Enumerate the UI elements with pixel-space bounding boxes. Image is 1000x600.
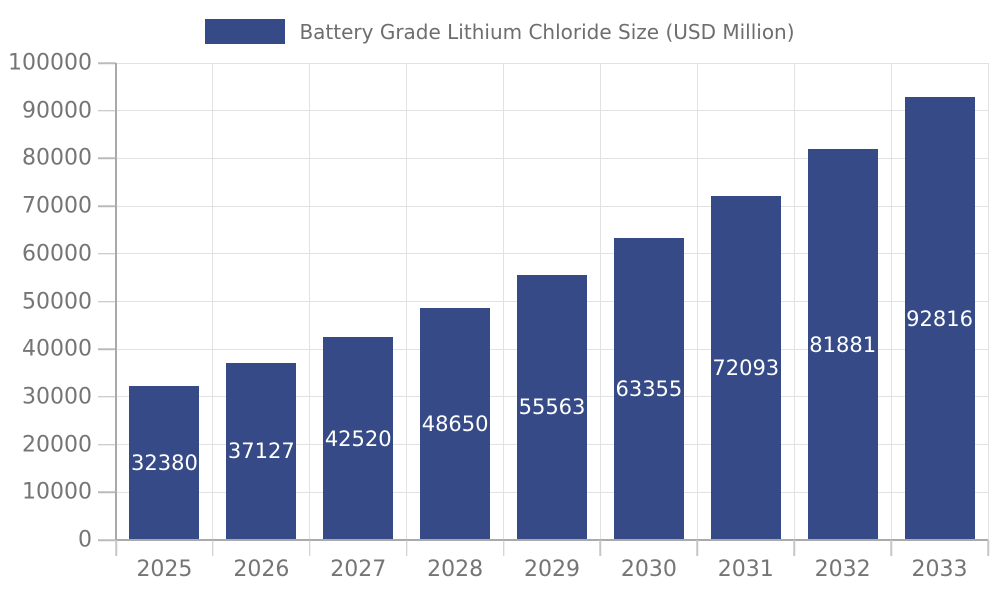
bar-2029[interactable]: 55563 <box>517 274 587 540</box>
bar-value-label-2025: 32380 <box>131 450 198 475</box>
y-tick-mark-30000 <box>98 396 116 398</box>
bar-2030[interactable]: 63355 <box>613 237 684 540</box>
y-tick-label-10000: 10000 <box>22 479 92 505</box>
x-tick-label-2033: 2033 <box>911 557 968 582</box>
y-tick-label-30000: 30000 <box>22 384 92 410</box>
h-gridline-80000 <box>116 157 988 159</box>
y-tick-mark-10000 <box>98 491 116 494</box>
v-gridline-7 <box>793 63 795 540</box>
v-gridline-2 <box>309 63 311 540</box>
plot-area: 32380 37127 42520 48650 55563 63355 72093 81881… <box>116 62 989 540</box>
y-tick-mark-20000 <box>98 443 116 446</box>
x-tick-mark-2 <box>309 540 311 556</box>
y-tick-label-90000: 90000 <box>22 98 92 124</box>
y-tick-mark-80000 <box>98 157 116 160</box>
x-tick-label-2026: 2026 <box>233 557 290 582</box>
x-tick-mark-3 <box>405 540 408 556</box>
y-axis: 0 10000 20000 30000 40000 50000 60000 70000 8000… <box>0 51 116 553</box>
x-tick-mark-9 <box>987 540 989 556</box>
legend-swatch[interactable] <box>205 19 286 44</box>
x-tick-label-2027: 2027 <box>330 557 387 582</box>
legend-label[interactable]: Battery Grade Lithium Chloride Size (USD… <box>299 19 795 44</box>
x-tick-label-2030: 2030 <box>620 557 677 582</box>
bar-2027[interactable]: 42520 <box>323 337 394 540</box>
bar-2026[interactable]: 37127 <box>226 362 297 540</box>
y-tick-mark-50000 <box>98 300 116 303</box>
y-tick-mark-70000 <box>98 205 116 207</box>
bar-value-label-2028: 48650 <box>421 411 489 436</box>
x-tick-label-2031: 2031 <box>717 557 774 582</box>
y-tick-label-100000: 100000 <box>8 50 92 76</box>
bar-value-label-2033: 92816 <box>906 306 973 331</box>
legend[interactable]: Battery Grade Lithium Chloride Size (USD… <box>0 19 1000 44</box>
y-tick-mark-90000 <box>98 109 116 112</box>
x-tick-mark-4 <box>502 540 505 556</box>
x-tick-label-2029: 2029 <box>524 557 580 582</box>
h-gridline-60000 <box>116 253 988 255</box>
bar-2033[interactable]: 92816 <box>904 97 975 540</box>
bar-value-label-2029: 55563 <box>518 395 586 420</box>
y-tick-label-0: 0 <box>78 527 92 553</box>
bar-value-label-2030: 63355 <box>615 376 683 401</box>
v-gridline-8 <box>890 63 892 540</box>
x-tick-mark-5 <box>599 540 602 556</box>
y-tick-mark-0 <box>98 539 116 541</box>
x-tick-mark-7 <box>793 540 795 556</box>
y-tick-label-60000: 60000 <box>22 241 92 267</box>
bar-value-label-2026: 37127 <box>227 439 295 464</box>
v-gridline-3 <box>406 63 408 540</box>
bar-value-label-2027: 42520 <box>324 426 392 451</box>
h-gridline-100000 <box>116 62 988 64</box>
bar-2031[interactable]: 72093 <box>710 196 781 540</box>
y-tick-label-40000: 40000 <box>22 336 92 362</box>
bar-2032[interactable]: 81881 <box>807 149 878 540</box>
h-gridline-90000 <box>116 110 988 112</box>
x-tick-mark-1 <box>212 540 214 556</box>
h-gridline-70000 <box>116 205 988 207</box>
v-gridline-4 <box>503 63 505 540</box>
y-tick-mark-40000 <box>98 348 116 350</box>
y-axis-line <box>115 63 117 540</box>
bar-value-label-2031: 72093 <box>712 356 780 381</box>
y-tick-label-80000: 80000 <box>22 145 92 171</box>
y-tick-label-50000: 50000 <box>22 289 92 314</box>
v-gridline-9 <box>987 63 989 540</box>
v-gridline-6 <box>696 63 698 540</box>
bar-2025[interactable]: 32380 <box>129 385 200 540</box>
x-tick-label-2025: 2025 <box>136 557 193 582</box>
v-gridline-5 <box>599 63 601 540</box>
x-tick-label-2032: 2032 <box>814 557 871 582</box>
x-tick-mark-0 <box>115 540 117 556</box>
bar-2028[interactable]: 48650 <box>420 307 491 540</box>
x-axis-line <box>116 539 988 541</box>
v-gridline-1 <box>212 63 214 540</box>
y-tick-mark-60000 <box>98 253 116 255</box>
x-tick-mark-6 <box>696 540 699 556</box>
bar-value-label-2032: 81881 <box>809 332 877 357</box>
x-axis: 2025 2026 2027 2028 2029 2030 2031 2032 2033 <box>115 540 989 600</box>
x-tick-mark-8 <box>890 540 892 556</box>
y-tick-label-70000: 70000 <box>22 193 92 219</box>
y-tick-mark-100000 <box>98 62 116 64</box>
y-tick-label-20000: 20000 <box>22 432 92 458</box>
x-tick-label-2028: 2028 <box>427 557 484 582</box>
